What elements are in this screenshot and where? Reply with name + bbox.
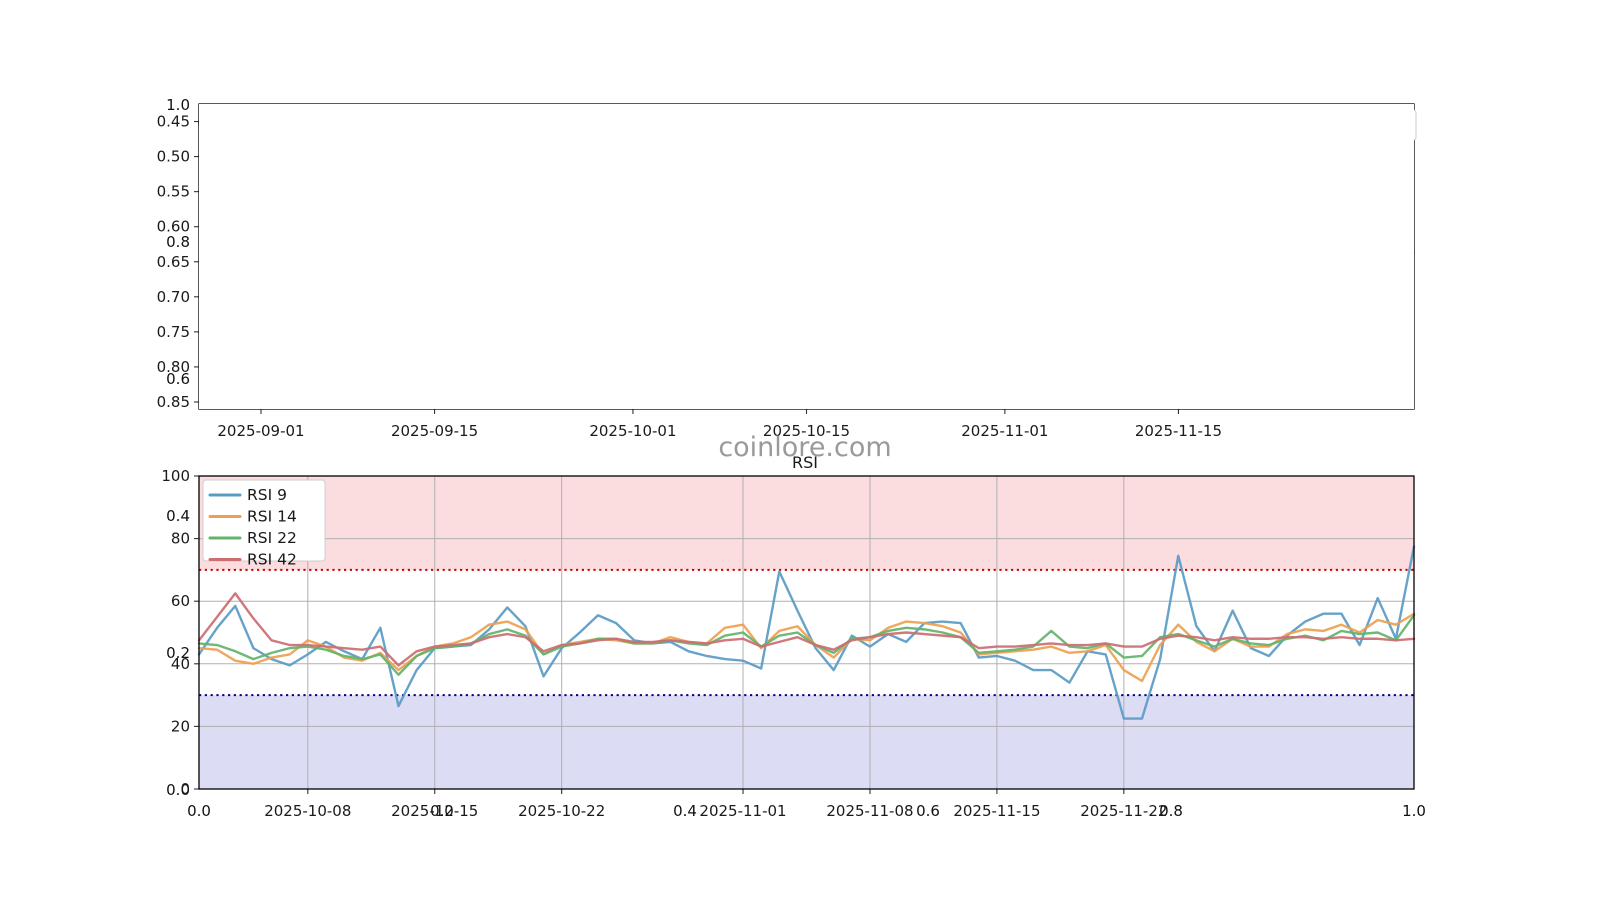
rsi-x-tick-label: 2025-10-08 xyxy=(264,802,351,820)
watermark: coinlore.com xyxy=(718,432,891,463)
price-x-tick-label: 2025-09-01 xyxy=(217,422,304,440)
rsi-legend-box[interactable] xyxy=(202,479,326,562)
overlay-x-tick-label: 0.4 xyxy=(673,802,697,820)
overlay-y-tick-label: 0.0 xyxy=(166,781,190,799)
overlay-x-tick-label: 1.0 xyxy=(1402,802,1426,820)
rsi-tickmarks xyxy=(194,475,1125,794)
rsi-band xyxy=(199,476,1414,570)
rsi-x-tick-label: 2025-11-08 xyxy=(826,802,913,820)
price-y-tick-label: 0.65 xyxy=(157,253,190,271)
rsi-threshold-bands xyxy=(199,476,1414,789)
rsi-series-line xyxy=(197,592,1416,667)
rsi-y-tick-label: 100 xyxy=(161,467,190,485)
overlay-x-tick-label: 0.6 xyxy=(916,802,940,820)
rsi-series-lines xyxy=(197,545,1416,720)
rsi-y-tick-label: 0 xyxy=(180,780,190,798)
rsi-plot-frame xyxy=(198,475,1415,790)
overlay-x-tick-label: 0.2 xyxy=(430,802,454,820)
price-y-tick-label: 0.70 xyxy=(157,288,190,306)
rsi-series-line xyxy=(197,614,1416,676)
price-y-tick-label: 0.85 xyxy=(157,393,190,411)
rsi-y-tick-label: 60 xyxy=(171,592,190,610)
rsi-x-tick-label: 2025-11-15 xyxy=(953,802,1040,820)
price-y-tick-label: 0.60 xyxy=(157,218,190,236)
legend-label-rsi: RSI 14 xyxy=(247,508,297,526)
rsi-series-line xyxy=(197,612,1416,683)
rsi-legend[interactable]: RSI 9 RSI 14 RSI 22 RSI 42 xyxy=(202,479,326,569)
price-x-tick-label: 2025-10-15 xyxy=(763,422,850,440)
price-panel: 0.85 0.80 0.75 0.70 0.65 0.60 0.55 0.50 0.45 202… xyxy=(157,103,1417,440)
overlay-y-tick-label: 1.0 xyxy=(166,96,190,114)
rsi-x-tick-label: 2025-11-22 xyxy=(1080,802,1167,820)
rsi-x-tick-label: 2025-10-22 xyxy=(518,802,605,820)
price-x-tick-label: 2025-11-01 xyxy=(961,422,1048,440)
legend-label-rsi: RSI 9 xyxy=(247,486,287,504)
price-x-tick-label: 2025-11-15 xyxy=(1135,422,1222,440)
rsi-y-tick-label: 80 xyxy=(171,530,190,548)
price-y-tick-label: 0.45 xyxy=(157,113,190,131)
overlay-y-tick-label: 0.8 xyxy=(166,233,190,251)
overlay-x-tick-label: 0.8 xyxy=(1159,802,1183,820)
price-y-tick-label: 0.50 xyxy=(157,148,190,166)
rsi-x-tick-label: 2025-11-01 xyxy=(699,802,786,820)
price-y-tick-label: 0.75 xyxy=(157,323,190,341)
price-y-tick-label: 0.80 xyxy=(157,358,190,376)
overlay-y-tick-label: 0.4 xyxy=(166,507,190,525)
rsi-x-tick-label: 2025-10-15 xyxy=(391,802,478,820)
overlay-y-tick-label: 0.6 xyxy=(166,370,190,388)
legend-label-rsi: RSI 22 xyxy=(247,529,297,547)
price-x-tick-label: 2025-10-01 xyxy=(589,422,676,440)
price-x-tick-label: 2025-09-15 xyxy=(391,422,478,440)
rsi-series-line xyxy=(197,545,1416,720)
rsi-panel-title: RSI xyxy=(792,453,818,472)
overlay-x-tick-label: 0.0 xyxy=(187,802,211,820)
price-tickmarks xyxy=(194,120,1179,414)
price-y-tick-labels: 0.85 0.80 0.75 0.70 0.65 0.60 0.55 0.50 0.45 xyxy=(157,113,190,411)
legend-label-rsi: RSI 42 xyxy=(247,551,297,569)
price-x-tick-labels: 2025-09-01 2025-09-15 2025-10-01 2025-10-15… xyxy=(217,422,1222,440)
rsi-y-tick-labels: 0 20 40 60 80 100 xyxy=(161,467,190,798)
price-y-tick-label: 0.55 xyxy=(157,183,190,201)
rsi-x-tick-labels: 2025-10-08 2025-10-15 2025-10-22 2025-11-01… xyxy=(264,802,1167,820)
overlay-y-tick-label: 0.2 xyxy=(166,644,190,662)
overlay-default-axis: 1.0 0.8 0.6 0.4 0.2 0.0 0.0 0.2 0.4 0.6 0.8 1.0 xyxy=(166,96,1426,820)
rsi-y-tick-label: 20 xyxy=(171,717,190,735)
rsi-band xyxy=(199,695,1414,789)
price-plot-background xyxy=(199,104,1414,409)
rsi-y-tick-label: 40 xyxy=(171,655,190,673)
